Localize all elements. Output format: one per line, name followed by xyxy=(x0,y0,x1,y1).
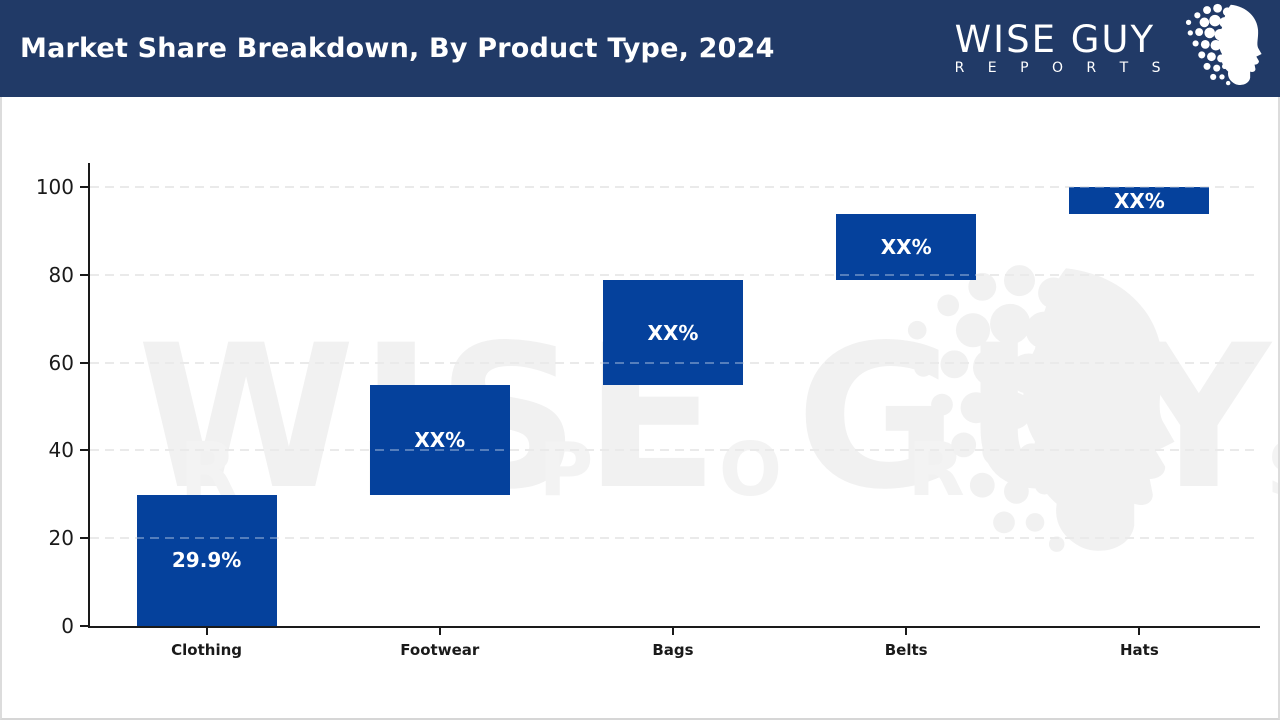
logo-reports-text: R E P O R T S xyxy=(954,60,1170,76)
wiseguy-face-icon xyxy=(1176,3,1268,95)
x-tick-label-bags: Bags xyxy=(652,641,694,659)
y-tick-100 xyxy=(80,186,90,189)
y-tick-0 xyxy=(80,625,90,627)
grid-overlay-40 xyxy=(90,449,1256,452)
grid-line-80 xyxy=(90,273,1256,276)
y-tick-40 xyxy=(80,449,90,452)
grid-line-40 xyxy=(90,449,1256,452)
x-tick-label-footwear: Footwear xyxy=(400,641,480,659)
bar-label-footwear: XX% xyxy=(414,427,466,452)
bar-bags: XX% xyxy=(603,280,743,386)
y-tick-60 xyxy=(80,361,90,364)
y-tick-label-20: 20 xyxy=(48,526,74,551)
x-tick-label-belts: Belts xyxy=(884,641,928,659)
y-tick-label-100: 100 xyxy=(35,175,74,200)
chart-title: Market Share Breakdown, By Product Type,… xyxy=(20,33,775,64)
logo-text: WISE GUY R E P O R T S xyxy=(954,18,1170,77)
y-tick-label-0: 0 xyxy=(61,614,74,638)
logo-wiseguy-text: WISE GUY xyxy=(954,18,1156,61)
x-tick-footwear xyxy=(438,628,441,635)
grid-line-100 xyxy=(90,186,1256,189)
bar-clothing: 29.9% xyxy=(136,494,277,626)
bar-label-bags: XX% xyxy=(647,320,699,345)
plot-area: 0 20 40 60 80 100 29.9% Clothing XX% Footwear XX% B… xyxy=(36,163,1260,659)
grid-overlay-20 xyxy=(90,537,1256,540)
x-tick-hats xyxy=(1138,628,1141,635)
x-axis-spine xyxy=(88,626,1260,628)
grid-overlay-100 xyxy=(90,186,1256,189)
bar-hats: XX% xyxy=(1069,187,1210,215)
y-axis-spine xyxy=(88,163,90,628)
bar-label-hats: XX% xyxy=(1113,188,1165,213)
grid-overlay-60 xyxy=(90,361,1256,364)
y-tick-20 xyxy=(80,537,90,540)
y-tick-label-40: 40 xyxy=(48,438,74,463)
y-tick-label-60: 60 xyxy=(48,350,74,375)
header-band: Market Share Breakdown, By Product Type,… xyxy=(0,0,1280,97)
bar-belts: XX% xyxy=(836,214,977,281)
x-tick-clothing xyxy=(205,628,208,635)
bar-label-clothing: 29.9% xyxy=(171,548,242,573)
x-tick-label-hats: Hats xyxy=(1120,641,1159,659)
grid-overlay-80 xyxy=(90,273,1256,276)
wiseguy-logo: WISE GUY R E P O R T S xyxy=(955,3,1268,95)
y-tick-80 xyxy=(80,273,90,276)
x-tick-belts xyxy=(905,628,908,635)
x-tick-label-clothing: Clothing xyxy=(171,641,243,659)
chart-area: WISE GUY R E P O R T S xyxy=(2,97,1278,704)
x-tick-bags xyxy=(672,628,674,635)
bar-label-belts: XX% xyxy=(880,235,932,260)
grid-line-20 xyxy=(90,537,1256,540)
y-tick-label-80: 80 xyxy=(48,262,74,287)
bar-footwear: XX% xyxy=(369,385,510,495)
